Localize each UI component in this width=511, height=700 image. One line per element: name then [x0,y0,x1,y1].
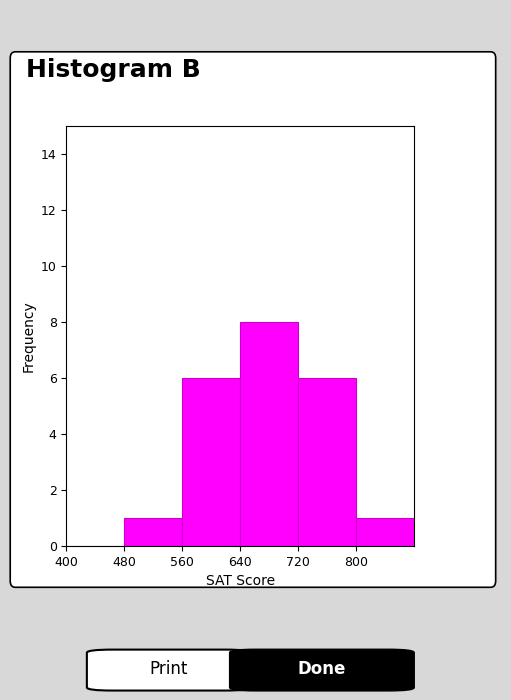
X-axis label: SAT Score: SAT Score [205,574,275,588]
FancyBboxPatch shape [87,650,250,690]
Y-axis label: Frequency: Frequency [21,300,35,372]
Bar [124,518,182,546]
Text: Done: Done [298,659,346,678]
Bar [298,378,356,546]
FancyBboxPatch shape [10,52,496,587]
Text: Print: Print [149,659,188,678]
Bar [240,322,298,546]
Bar [356,518,414,546]
FancyBboxPatch shape [230,650,414,690]
Text: Histogram B: Histogram B [26,58,200,82]
Bar [182,378,240,546]
